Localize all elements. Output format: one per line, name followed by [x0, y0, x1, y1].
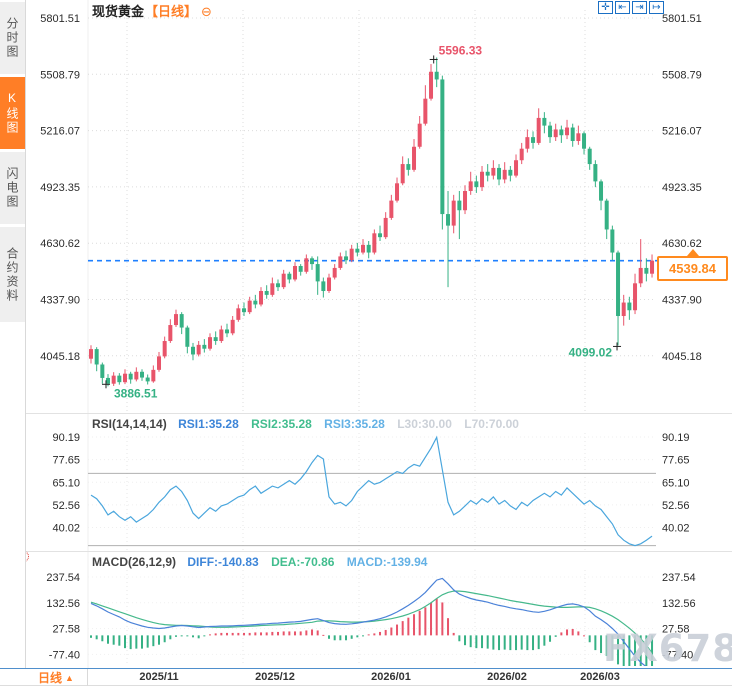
sidebar-tab-contract-info[interactable]: 合约资料: [0, 227, 25, 322]
pan-crosshair-icon[interactable]: ✛: [598, 1, 613, 14]
svg-text:65.10: 65.10: [662, 477, 690, 489]
sidebar-tab-kline[interactable]: K线图: [0, 77, 25, 149]
jump-to-latest-icon[interactable]: ↦: [649, 1, 664, 14]
instrument-name: 现货黄金: [92, 4, 145, 19]
svg-text:5801.51: 5801.51: [662, 13, 702, 25]
rsi3-value: RSI3:35.28: [324, 417, 385, 431]
sidebar-tab-timeline[interactable]: 分时图: [0, 2, 25, 74]
range-zoom-out-icon[interactable]: ⇥: [632, 1, 647, 14]
svg-text:5596.33: 5596.33: [439, 43, 483, 57]
x-axis-label: 2026/01: [371, 671, 411, 683]
svg-text:90.19: 90.19: [662, 432, 690, 444]
x-axis-label: 2025/12: [255, 671, 295, 683]
svg-text:4630.62: 4630.62: [40, 238, 80, 250]
collapse-icon[interactable]: ⊖: [201, 4, 212, 19]
last-price-tag: 4539.84: [657, 249, 728, 281]
x-axis-label: 2026/03: [580, 671, 620, 683]
svg-text:4923.35: 4923.35: [40, 182, 80, 194]
sidebar-tab-label: 分时图: [5, 17, 19, 59]
svg-text:4045.18: 4045.18: [40, 351, 80, 363]
svg-text:27.58: 27.58: [52, 624, 80, 636]
sidebar-tab-label: 闪电图: [5, 167, 19, 209]
svg-text:237.54: 237.54: [662, 572, 696, 584]
svg-text:5216.07: 5216.07: [40, 126, 80, 138]
svg-text:52.56: 52.56: [52, 500, 80, 512]
svg-text:-77.40: -77.40: [662, 649, 693, 661]
rsi1-value: RSI1:35.28: [178, 417, 239, 431]
macd-diff-value: DIFF:-140.83: [187, 555, 259, 569]
svg-text:27.58: 27.58: [662, 624, 690, 636]
macd-header: MACD(26,12,9) DIFF:-140.83 DEA:-70.86 MA…: [92, 555, 436, 569]
chart-toolbar: ✛ ⇤ ⇥ ↦: [598, 1, 664, 14]
sidebar-tab-label: 合约资料: [5, 246, 19, 303]
time-axis-bar: 日线 ▲ 2025/11 2025/12 2026/01 2026/02 202…: [0, 668, 732, 686]
period-tag: 【日线】: [145, 4, 198, 19]
svg-text:4630.62: 4630.62: [662, 238, 702, 250]
svg-text:5508.79: 5508.79: [40, 69, 80, 81]
svg-text:90.19: 90.19: [52, 432, 80, 444]
svg-text:4923.35: 4923.35: [662, 182, 702, 194]
svg-text:5801.51: 5801.51: [40, 13, 80, 25]
svg-text:4337.90: 4337.90: [662, 294, 702, 306]
svg-text:-77.40: -77.40: [49, 649, 80, 661]
sidebar-tab-label: K线图: [5, 91, 19, 135]
dropdown-up-arrow-icon: ▲: [65, 672, 74, 683]
rsi-title: RSI(14,14,14): [92, 417, 167, 431]
svg-text:5508.79: 5508.79: [662, 69, 702, 81]
svg-text:40.02: 40.02: [52, 523, 80, 535]
svg-text:77.65: 77.65: [52, 455, 80, 467]
macd-dea-value: DEA:-70.86: [271, 555, 335, 569]
svg-text:5216.07: 5216.07: [662, 126, 702, 138]
range-zoom-in-icon[interactable]: ⇤: [615, 1, 630, 14]
svg-text:237.54: 237.54: [46, 572, 80, 584]
period-selector-label: 日线: [38, 671, 63, 685]
svg-text:132.56: 132.56: [662, 598, 696, 610]
x-axis-label: 2025/11: [139, 671, 179, 683]
rsi-l30-value: L30:30.00: [397, 417, 452, 431]
rsi-header: RSI(14,14,14) RSI1:35.28 RSI2:35.28 RSI3…: [92, 417, 528, 431]
svg-text:4045.18: 4045.18: [662, 351, 702, 363]
svg-text:65.10: 65.10: [52, 477, 80, 489]
svg-text:40.02: 40.02: [662, 523, 690, 535]
svg-text:132.56: 132.56: [46, 598, 80, 610]
sidebar-tab-flash[interactable]: 闪电图: [0, 152, 25, 224]
rsi-l70-value: L70:70.00: [464, 417, 519, 431]
chart-title: 现货黄金【日线】 ⊖: [92, 1, 212, 19]
svg-text:3886.51: 3886.51: [114, 386, 158, 400]
rsi2-value: RSI2:35.28: [251, 417, 312, 431]
svg-text:77.65: 77.65: [662, 455, 690, 467]
macd-value: MACD:-139.94: [346, 555, 428, 569]
fx678-watermark: FX678: [603, 627, 732, 670]
price-up-triangle-icon: [687, 249, 699, 256]
svg-text:4099.02: 4099.02: [569, 345, 613, 359]
macd-title: MACD(26,12,9): [92, 555, 177, 569]
svg-text:52.56: 52.56: [662, 500, 690, 512]
chart-type-sidebar: 分时图 K线图 闪电图 合约资料: [0, 0, 26, 686]
period-selector[interactable]: 日线 ▲: [25, 669, 88, 686]
svg-text:4337.90: 4337.90: [40, 294, 80, 306]
last-price-value: 4539.84: [669, 261, 716, 276]
x-axis-label: 2026/02: [487, 671, 527, 683]
